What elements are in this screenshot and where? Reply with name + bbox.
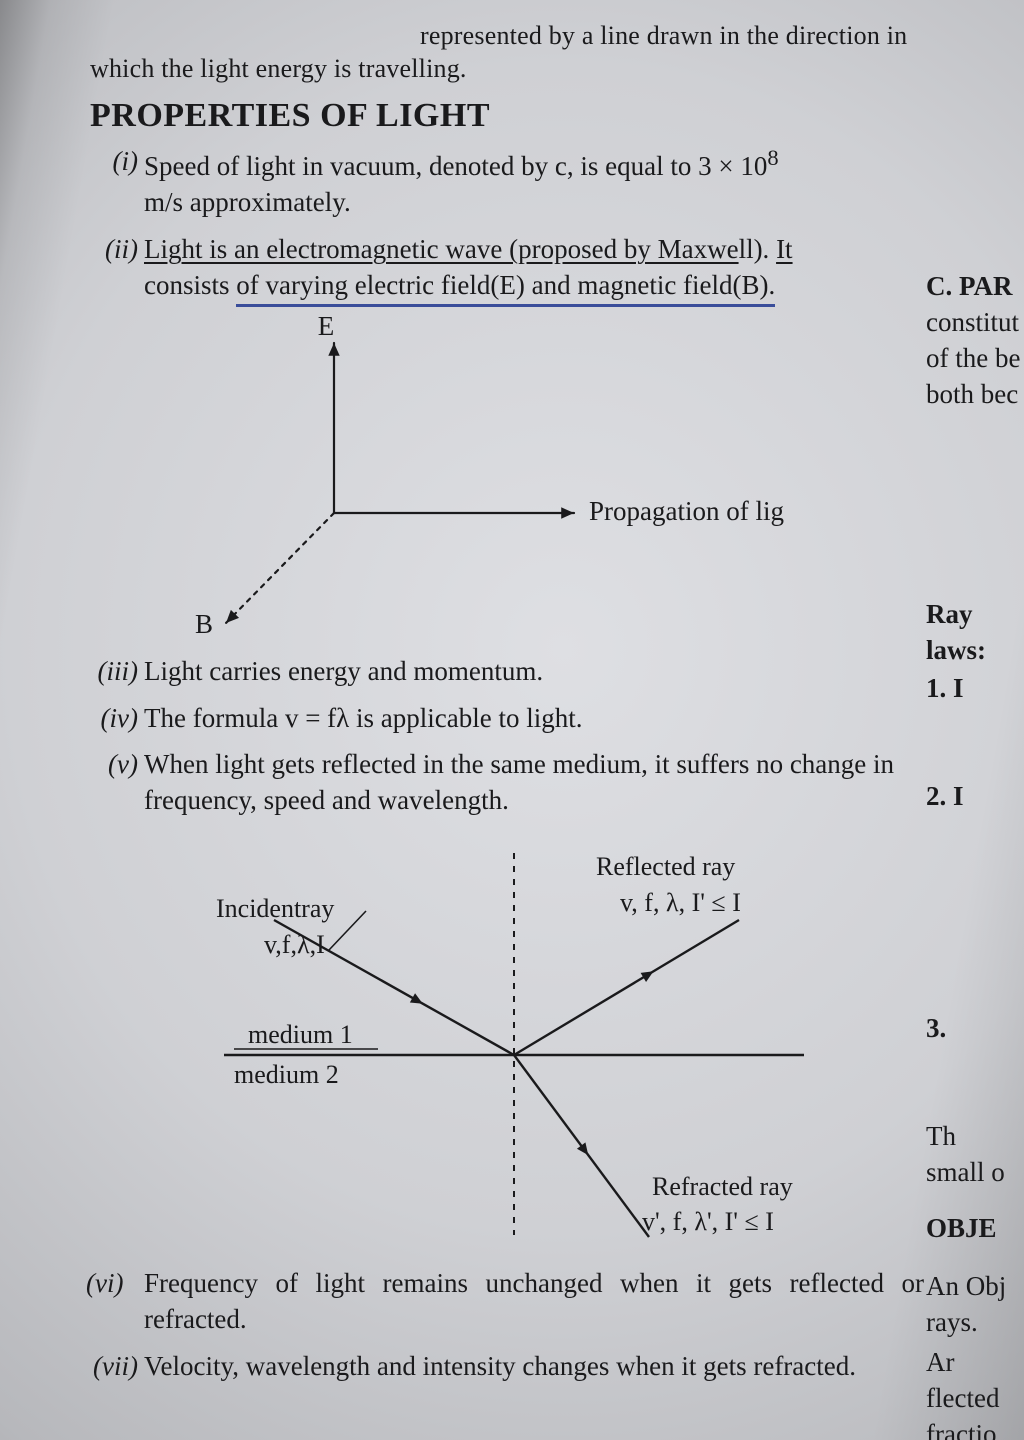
item-ii-num: (ii) <box>86 231 138 267</box>
diagram-reflection-refraction: Incidentray v,f,λ,I Reflected ray v, f, λ, … <box>144 825 920 1255</box>
item-i-text-a: Speed of light in vacuum, denoted by c, … <box>144 151 767 181</box>
right-fragment: small o <box>926 1154 1024 1190</box>
top-fragment-line1: represented by a line drawn in the direc… <box>90 21 907 50</box>
svg-text:Incidentray: Incidentray <box>216 894 334 923</box>
right-fragment: 2. I <box>890 778 1024 814</box>
right-fragment: 3. <box>878 1010 1024 1046</box>
textbook-page: represented by a line drawn in the direc… <box>0 0 1024 1440</box>
diagram-em-wave: E Propagation of light B <box>144 313 920 643</box>
right-fragment: Ar <box>870 1344 1024 1380</box>
item-vii-text: Velocity, wavelength and intensity chang… <box>144 1351 856 1381</box>
item-i-text-b: m/s approximately. <box>144 187 351 217</box>
svg-text:Propagation of light: Propagation of light <box>589 496 784 526</box>
item-ii-line2a: consists <box>144 270 236 300</box>
item-vi: (vi) Frequency of light remains unchange… <box>144 1265 924 1338</box>
item-ii-line2b: of varying electric field(E) and magneti… <box>236 269 775 307</box>
svg-text:Refracted ray: Refracted ray <box>652 1172 793 1201</box>
properties-list: (i) Speed of light in vacuum, denoted by… <box>90 143 920 1384</box>
right-fragment: flected <box>926 1380 1024 1416</box>
top-fragment: represented by a line drawn in the direc… <box>90 20 920 85</box>
right-fragment: Ray <box>886 596 1024 632</box>
item-v-text: When light gets reflected in the same me… <box>144 749 894 815</box>
svg-text:v, f, λ, I' ≤ I: v, f, λ, I' ≤ I <box>620 888 741 917</box>
right-fragment: C. PAR <box>926 268 1024 304</box>
svg-text:Reflected ray: Reflected ray <box>596 852 735 881</box>
item-vi-num: (vi) <box>86 1265 138 1301</box>
item-iii-num: (iii) <box>86 653 138 689</box>
right-fragment: An Obj <box>926 1268 1024 1304</box>
item-vii-num: (vii) <box>86 1348 138 1384</box>
item-ii-line1c: It <box>776 234 793 264</box>
diagram-em-wave-svg: E Propagation of light B <box>144 313 784 643</box>
right-fragment: rays. <box>926 1304 1024 1340</box>
item-ii-line1b: ll). <box>739 234 777 264</box>
main-column: represented by a line drawn in the direc… <box>90 20 920 1384</box>
svg-text:B: B <box>195 609 213 639</box>
right-fragment: of the be <box>926 340 1024 376</box>
right-fragment: laws: <box>926 632 1024 668</box>
right-fragment: constitut <box>926 304 1024 340</box>
right-fragment: OBJE <box>926 1210 1024 1246</box>
right-fragment: 1. I <box>890 670 1024 706</box>
item-iii: (iii) Light carries energy and momentum. <box>144 653 920 689</box>
right-fragment: both bec <box>926 376 1024 412</box>
svg-text:v', f, λ', I' ≤ I: v', f, λ', I' ≤ I <box>642 1207 774 1236</box>
top-fragment-line2: which the light energy is travelling. <box>90 54 467 83</box>
item-ii-line1a: Light is an electromagnetic wave (propos… <box>144 234 739 264</box>
item-iv-num: (iv) <box>86 700 138 736</box>
item-iii-text: Light carries energy and momentum. <box>144 656 543 686</box>
item-i-sup: 8 <box>767 145 778 170</box>
item-v-num: (v) <box>86 746 138 782</box>
item-i-num: (i) <box>86 143 138 179</box>
right-fragment: Th <box>866 1118 1024 1154</box>
svg-text:E: E <box>318 313 335 341</box>
item-i: (i) Speed of light in vacuum, denoted by… <box>144 143 920 221</box>
item-iv: (iv) The formula v = fλ is applicable to… <box>144 700 920 736</box>
svg-text:medium 2: medium 2 <box>234 1060 339 1089</box>
item-vi-text: Frequency of light remains unchanged whe… <box>144 1268 924 1334</box>
item-vii: (vii) Velocity, wavelength and intensity… <box>144 1348 944 1384</box>
right-fragment: fractio <box>926 1416 1024 1440</box>
svg-text:v,f,λ,I: v,f,λ,I <box>264 930 325 959</box>
item-iv-text: The formula v = fλ is applicable to ligh… <box>144 703 582 733</box>
item-v: (v) When light gets reflected in the sam… <box>144 746 920 1255</box>
svg-text:medium 1: medium 1 <box>248 1020 353 1049</box>
item-ii: (ii) Light is an electromagnetic wave (p… <box>144 231 920 643</box>
diagram-reflection-refraction-svg: Incidentray v,f,λ,I Reflected ray v, f, λ, … <box>144 825 904 1255</box>
section-heading: PROPERTIES OF LIGHT <box>90 97 920 135</box>
